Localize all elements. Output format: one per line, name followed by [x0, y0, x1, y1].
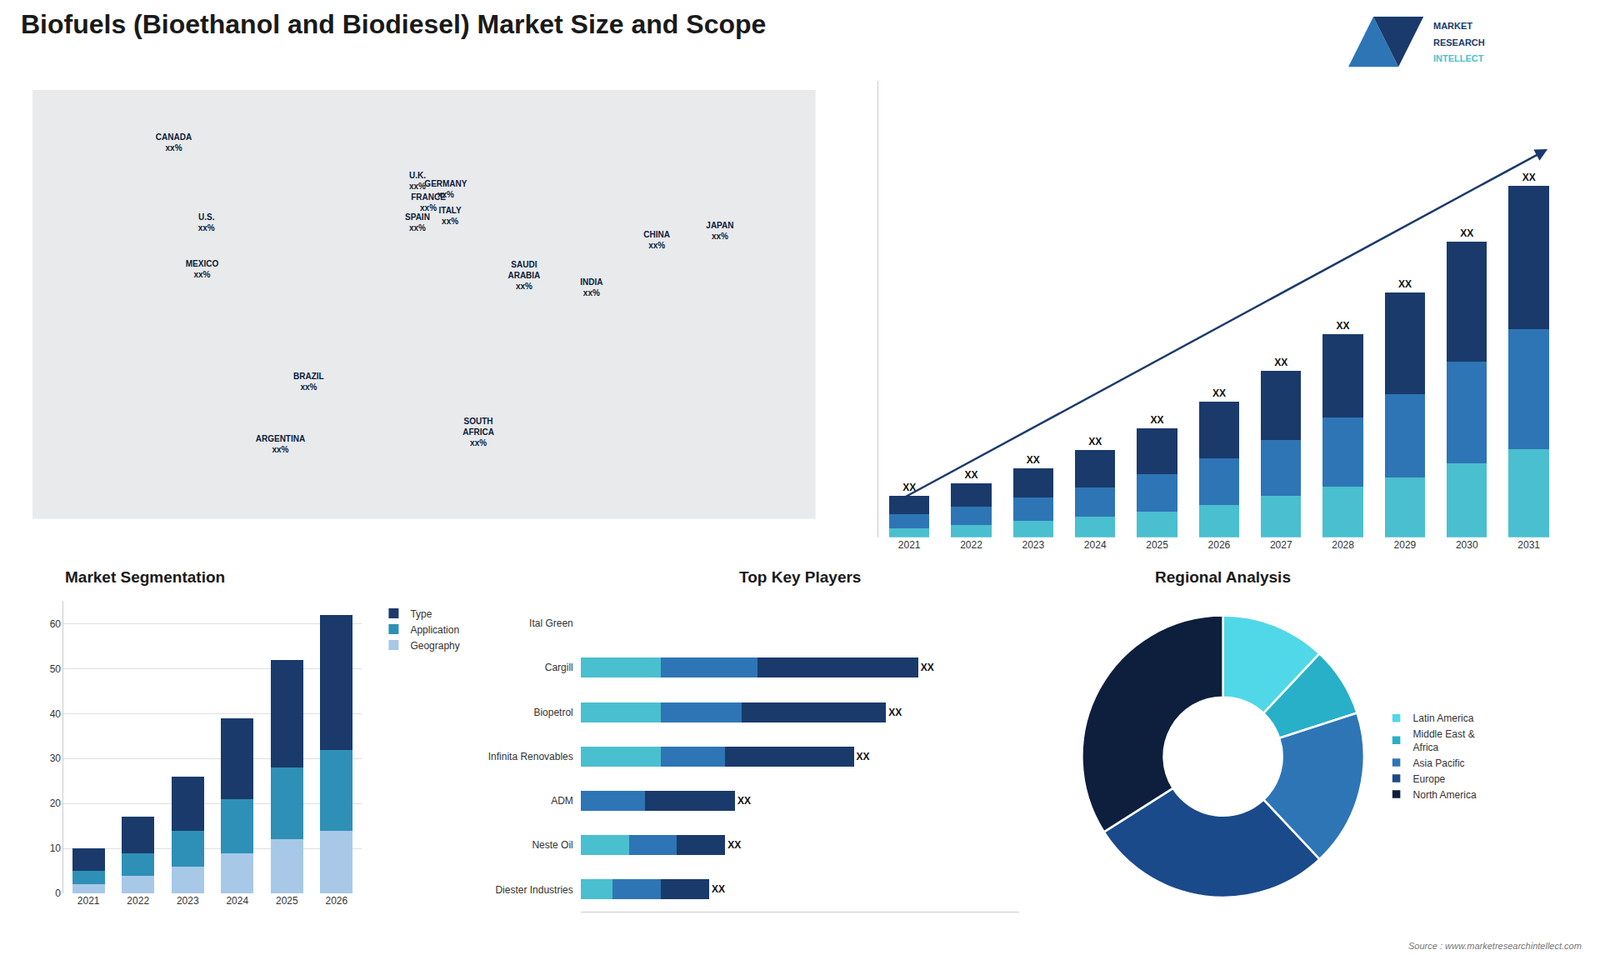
svg-text:SAUDIARABIAxx%: SAUDIARABIAxx%: [507, 260, 540, 291]
svg-text:BRAZILxx%: BRAZILxx%: [293, 371, 325, 392]
svg-text:Asia Pacific: Asia Pacific: [1413, 757, 1465, 770]
svg-text:Regional Analysis: Regional Analysis: [1155, 568, 1291, 586]
svg-text:INDIAxx%: INDIAxx%: [580, 277, 603, 298]
svg-text:XX: XX: [1026, 454, 1040, 466]
svg-text:Latin America: Latin America: [1413, 712, 1475, 725]
svg-text:Diester Industries: Diester Industries: [495, 884, 573, 896]
svg-text:GERMANYxx%: GERMANYxx%: [424, 179, 467, 200]
svg-text:2021: 2021: [77, 895, 100, 907]
svg-text:Source : www.marketresearchint: Source : www.marketresearchintellect.com: [1408, 940, 1582, 951]
svg-text:Market Segmentation: Market Segmentation: [65, 568, 225, 586]
svg-text:40: 40: [50, 708, 62, 720]
svg-text:2030: 2030: [1455, 539, 1479, 551]
svg-text:Middle East &Africa: Middle East &Africa: [1413, 728, 1475, 754]
svg-text:50: 50: [50, 663, 62, 675]
svg-text:10: 10: [50, 842, 62, 855]
svg-text:XX: XX: [711, 883, 725, 895]
svg-text:XX: XX: [902, 481, 916, 494]
svg-text:RESEARCH: RESEARCH: [1433, 37, 1485, 48]
svg-text:ITALYxx%: ITALYxx%: [439, 205, 463, 226]
svg-text:XX: XX: [965, 469, 979, 481]
svg-text:Type: Type: [410, 608, 432, 620]
svg-text:XX: XX: [1336, 320, 1350, 332]
svg-text:2031: 2031: [1517, 539, 1540, 551]
svg-text:60: 60: [50, 618, 62, 630]
svg-text:2024: 2024: [225, 895, 249, 907]
svg-text:Biofuels (Bioethanol and Biodi: Biofuels (Bioethanol and Biodiesel) Mark…: [20, 9, 766, 40]
svg-text:XX: XX: [1274, 356, 1288, 369]
svg-text:2023: 2023: [176, 895, 200, 907]
svg-text:Infinita Renovables: Infinita Renovables: [488, 750, 574, 763]
svg-text:2022: 2022: [960, 539, 983, 551]
svg-text:XX: XX: [888, 706, 902, 719]
svg-text:Biopetrol: Biopetrol: [533, 706, 573, 719]
svg-text:SPAINxx%: SPAINxx%: [405, 212, 430, 233]
svg-text:20: 20: [50, 797, 62, 810]
svg-text:XX: XX: [737, 795, 751, 807]
svg-text:2028: 2028: [1331, 539, 1355, 551]
svg-text:2025: 2025: [1145, 539, 1169, 551]
svg-text:2022: 2022: [126, 895, 150, 907]
svg-text:FRANCExx%: FRANCExx%: [410, 192, 446, 213]
svg-text:Application: Application: [410, 624, 460, 636]
svg-text:XX: XX: [1150, 414, 1165, 426]
svg-text:2029: 2029: [1394, 539, 1417, 551]
svg-text:0: 0: [55, 887, 61, 900]
svg-text:XX: XX: [1088, 435, 1102, 448]
svg-text:U.K.xx%: U.K.xx%: [409, 170, 426, 191]
svg-text:2024: 2024: [1084, 539, 1107, 551]
svg-text:XX: XX: [920, 661, 935, 674]
svg-text:MARKET: MARKET: [1433, 20, 1473, 31]
svg-text:JAPANxx%: JAPANxx%: [705, 220, 734, 241]
svg-text:XX: XX: [1460, 227, 1474, 240]
svg-text:2025: 2025: [275, 895, 299, 907]
svg-text:Ital Green: Ital Green: [529, 617, 574, 630]
svg-text:2021: 2021: [898, 539, 921, 551]
svg-text:2023: 2023: [1022, 539, 1045, 551]
svg-text:Geography: Geography: [410, 640, 460, 652]
svg-text:XX: XX: [1522, 171, 1536, 184]
svg-text:MEXICOxx%: MEXICOxx%: [185, 259, 220, 280]
svg-text:2026: 2026: [1208, 539, 1231, 551]
svg-text:CANADAxx%: CANADAxx%: [155, 132, 192, 153]
svg-text:U.S.xx%: U.S.xx%: [198, 212, 215, 233]
svg-text:INTELLECT: INTELLECT: [1433, 53, 1485, 64]
svg-text:CHINAxx%: CHINAxx%: [643, 230, 670, 250]
svg-text:XX: XX: [727, 839, 741, 851]
svg-text:Europe: Europe: [1413, 773, 1446, 785]
svg-text:North America: North America: [1413, 789, 1477, 801]
svg-text:XX: XX: [856, 750, 870, 763]
svg-text:2027: 2027: [1270, 539, 1293, 551]
svg-text:SOUTHAFRICAxx%: SOUTHAFRICAxx%: [462, 416, 495, 448]
svg-text:30: 30: [50, 752, 62, 765]
svg-text:XX: XX: [1398, 278, 1412, 290]
svg-text:ADM: ADM: [550, 795, 574, 807]
svg-text:Neste Oil: Neste Oil: [531, 839, 573, 851]
svg-text:Top Key Players: Top Key Players: [739, 568, 861, 586]
svg-text:ARGENTINAxx%: ARGENTINAxx%: [255, 434, 305, 455]
svg-text:Cargill: Cargill: [545, 661, 574, 674]
svg-text:XX: XX: [1212, 387, 1226, 400]
svg-text:2026: 2026: [325, 895, 348, 907]
